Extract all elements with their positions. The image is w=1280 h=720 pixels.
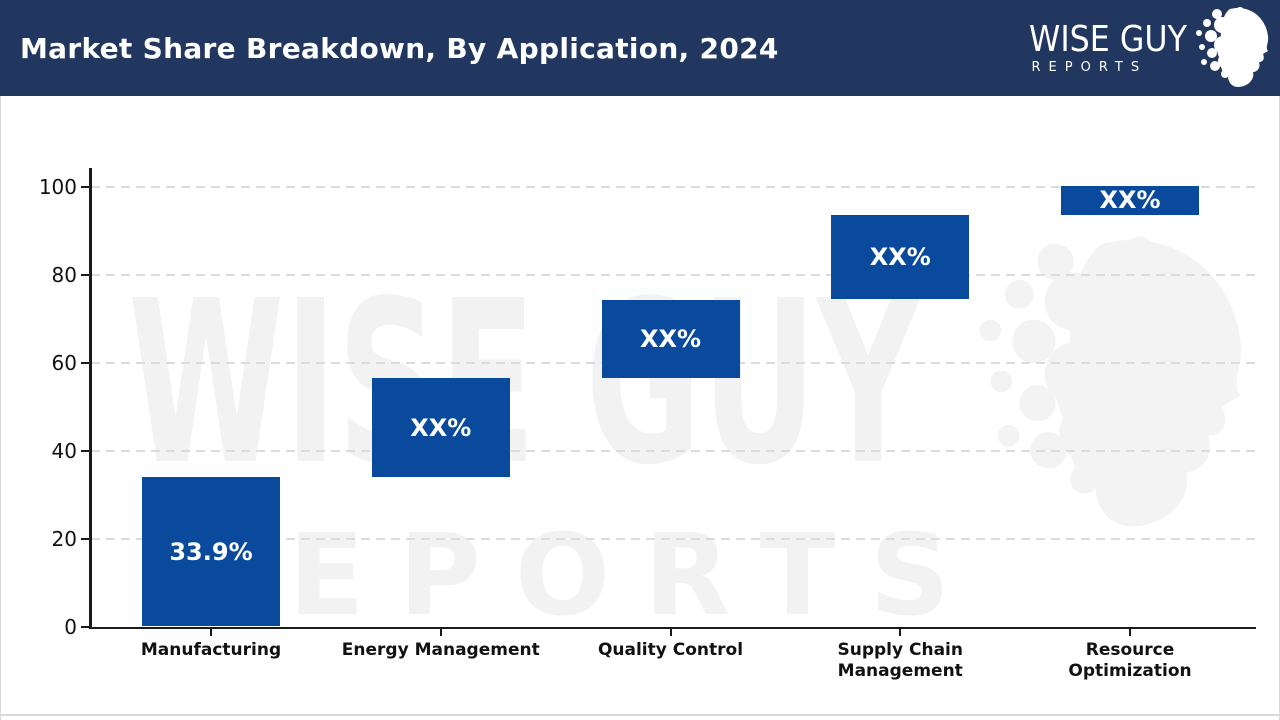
x-axis-tick [1129,628,1131,636]
bar-resource-optimization: XX% [1061,185,1199,215]
x-axis-category-label: Manufacturing [140,640,282,660]
x-axis-category-label: Resource Optimization [1068,640,1192,681]
header: Market Share Breakdown, By Application, … [0,0,1280,96]
x-axis-tick [210,628,212,636]
bar-value-label: 33.9% [169,537,253,566]
y-axis-tick-label: 40 [51,438,77,463]
logo-text: WISE GUY REPORTS [1028,19,1209,75]
bar-quality-control: XX% [601,299,740,378]
bar-supply-chain-management: XX% [831,214,970,299]
bar-energy-management: XX% [371,377,510,478]
x-axis-tick [899,628,902,636]
y-axis-tick-label: 60 [51,350,77,375]
bar-value-label: XX% [410,413,472,442]
y-axis-tick [81,625,89,628]
x-axis-tick [439,628,442,636]
y-axis-tick-label: 80 [51,262,77,287]
y-axis-tick [81,537,89,540]
y-axis-tick-label: 100 [38,174,77,199]
watermark-wordmark: WISE GUY [128,253,920,515]
y-axis-tick [81,449,89,452]
y-axis-tick [81,273,89,276]
bar-value-label: XX% [1099,186,1161,215]
y-axis-line [89,168,92,629]
logo-subtext: REPORTS [1031,60,1148,75]
page-border-bottom [0,714,1280,716]
y-axis-tick [81,361,89,364]
x-axis-tick [669,628,672,636]
bar-manufacturing: 33.9% [142,477,280,627]
x-axis-category-label: Supply Chain Management [837,640,964,681]
wiseguy-logo: WISE GUY REPORTS [1029,3,1273,93]
gridline [91,273,1256,276]
bar-value-label: XX% [869,242,931,271]
logo-face-icon [1196,7,1269,87]
y-axis-tick-label: 0 [64,614,77,639]
y-axis-tick-label: 20 [51,526,77,551]
x-axis-category-label: Energy Management [341,640,540,660]
page-border-left [0,96,1,720]
watermark-face-icon [979,236,1242,527]
x-axis-line [89,626,1256,629]
x-axis-category-label: Quality Control [597,640,744,660]
gridline [91,449,1256,452]
gridline [91,185,1256,188]
y-axis-tick [81,185,89,188]
gridline [91,537,1256,540]
bar-value-label: XX% [639,324,702,353]
logo-wordmark: WISE GUY [1028,19,1187,60]
page-title: Market Share Breakdown, By Application, … [20,31,779,65]
